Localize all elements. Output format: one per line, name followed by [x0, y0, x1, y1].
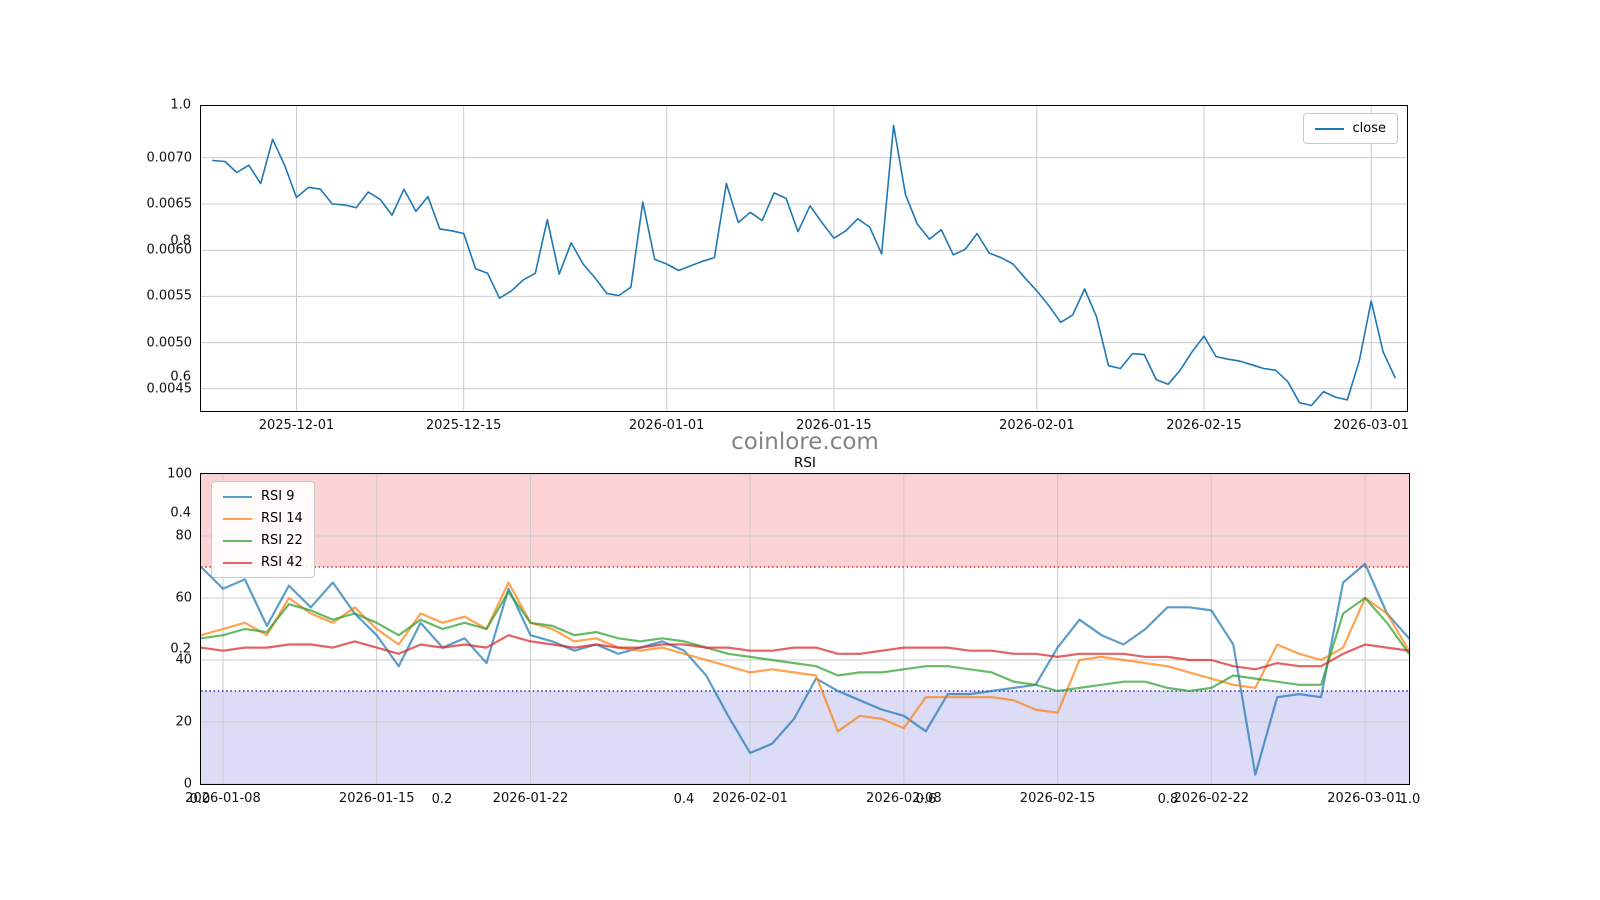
- x-tick-label: 2026-01-15: [796, 418, 872, 433]
- stray-y-tick-label: 0.4: [170, 505, 191, 521]
- rsi-chart: RSI 9 RSI 14 RSI 22 RSI 42 2026-01-08 202…: [167, 467, 1410, 806]
- close-line-swatch: [1314, 127, 1344, 130]
- y-tick-label: 0.0055: [146, 288, 193, 304]
- rsi-14-line-swatch: [223, 517, 252, 520]
- legend-item-rsi-22: RSI 22: [223, 533, 303, 548]
- legend-label-rsi-42: RSI 42: [261, 555, 303, 570]
- rsi-9-line-swatch: [223, 495, 252, 498]
- y-tick-label: 100: [167, 466, 192, 482]
- legend-label-rsi-14: RSI 14: [261, 511, 303, 526]
- y-tick-label: 0.0045: [146, 381, 193, 397]
- legend-item-rsi-14: RSI 14: [223, 511, 303, 526]
- x-tick-label: 2026-01-01: [628, 418, 705, 433]
- x-tick-label: 2026-01-15: [338, 791, 415, 806]
- rsi-22-line-swatch: [223, 539, 252, 542]
- y-tick-label: 0: [183, 776, 192, 792]
- x-tick-label: 2026-03-01: [1327, 791, 1403, 806]
- legend-item-rsi-9: RSI 9: [223, 489, 303, 504]
- x-tick-label: 2026-02-22: [1173, 791, 1250, 806]
- x-tick-label: 2026-02-08: [866, 791, 942, 806]
- x-tick-label: 2026-02-01: [999, 418, 1075, 433]
- rsi-plot: [201, 474, 1409, 784]
- legend-item-rsi-42: RSI 42: [223, 555, 303, 570]
- price-chart: close 2025-12-01 2025-12-15 2026-01-01 2026…: [147, 105, 1409, 433]
- legend-label-close: close: [1352, 121, 1386, 136]
- y-tick-label: 40: [175, 652, 192, 668]
- x-tick-label: 2026-02-01: [712, 791, 788, 806]
- legend-label-rsi-22: RSI 22: [261, 533, 303, 548]
- legend-item-close: close: [1314, 121, 1386, 136]
- y-tick-label: 0.0070: [146, 150, 193, 166]
- y-tick-label: 0.0050: [146, 335, 193, 351]
- stray-x-tick-label: 0.4: [673, 792, 695, 807]
- x-tick-label: 2026-01-22: [492, 791, 569, 806]
- stray-x-tick-label: 0.2: [431, 792, 453, 807]
- stray-y-tick-label: 1.0: [170, 97, 191, 113]
- y-tick-label: 0.0060: [146, 242, 193, 258]
- x-tick-label: 2026-01-08: [185, 791, 261, 806]
- x-tick-label: 2025-12-15: [425, 418, 502, 433]
- watermark: coinlore.com: [731, 429, 879, 455]
- rsi-42-line-swatch: [223, 561, 252, 564]
- x-tick-label: 2026-02-15: [1166, 418, 1242, 433]
- rsi-title: RSI: [794, 455, 816, 471]
- price-plot: [201, 106, 1407, 411]
- x-tick-label: 2025-12-01: [258, 418, 335, 433]
- legend-label-rsi-9: RSI 9: [261, 489, 295, 504]
- x-tick-label: 2026-03-01: [1333, 418, 1409, 433]
- y-tick-label: 0.0065: [146, 196, 193, 212]
- rsi-legend: RSI 9 RSI 14 RSI 22 RSI 42: [211, 481, 315, 578]
- x-tick-label: 2026-02-15: [1019, 791, 1096, 806]
- y-tick-label: 20: [175, 714, 192, 730]
- y-tick-label: 60: [175, 590, 192, 606]
- y-tick-label: 80: [175, 528, 192, 544]
- price-legend: close: [1302, 113, 1398, 144]
